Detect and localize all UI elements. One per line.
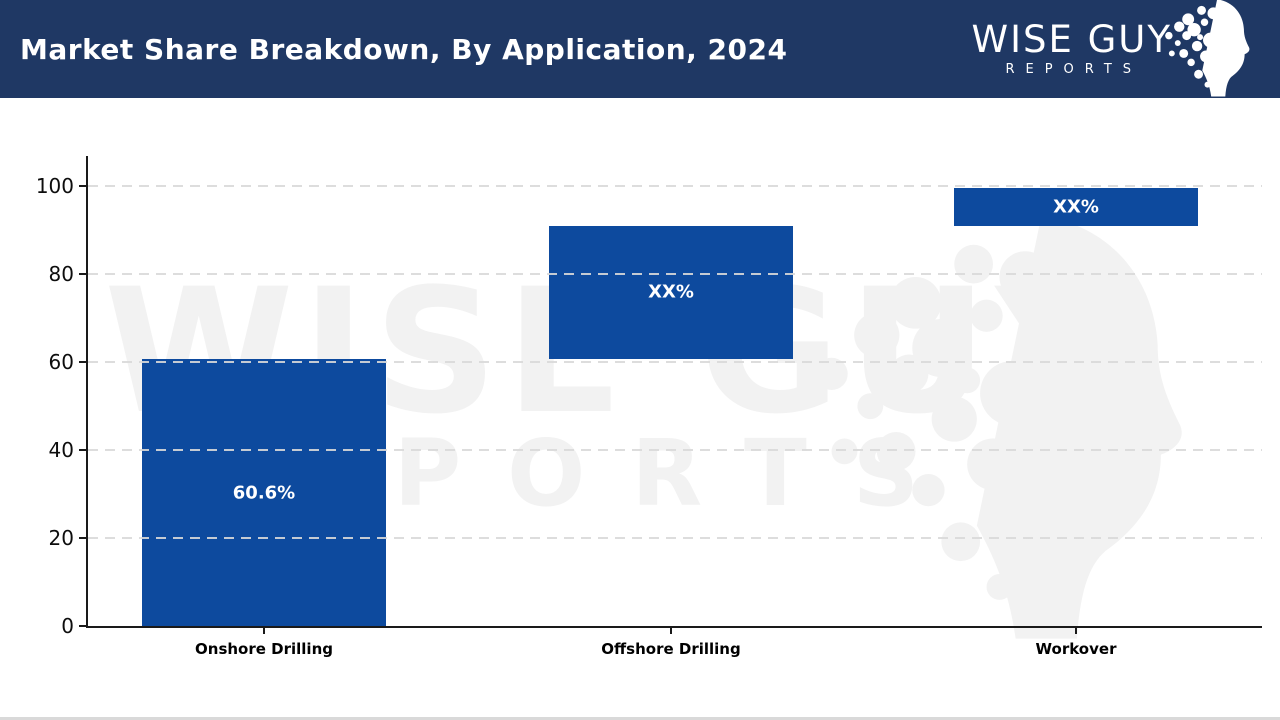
logo-subtitle: REPORTS bbox=[1005, 62, 1143, 77]
y-tick-mark bbox=[79, 185, 88, 187]
gridline-40 bbox=[88, 449, 1262, 451]
bar-segment bbox=[954, 188, 1198, 226]
y-tick-label: 0 bbox=[61, 614, 74, 638]
y-tick-label: 40 bbox=[48, 438, 74, 462]
y-axis-line bbox=[86, 156, 88, 628]
x-category-label: Workover bbox=[1035, 640, 1117, 658]
bar-segment bbox=[142, 359, 386, 626]
y-tick-label: 100 bbox=[35, 174, 74, 198]
y-tick-mark bbox=[79, 273, 88, 275]
x-axis-line bbox=[86, 626, 1262, 628]
dotted-head-icon bbox=[1165, 0, 1250, 97]
y-tick-mark bbox=[79, 537, 88, 539]
wise-guy-logo: WISE GUY REPORTS bbox=[972, 0, 1280, 101]
gridline-100 bbox=[88, 185, 1262, 187]
gridline-20 bbox=[88, 537, 1262, 539]
bottom-divider bbox=[0, 717, 1280, 720]
x-category-label: Offshore Drilling bbox=[601, 640, 741, 658]
gridline-60 bbox=[88, 361, 1262, 363]
x-category-label: Onshore Drilling bbox=[195, 640, 333, 658]
x-tick-mark bbox=[670, 626, 672, 634]
x-tick-mark bbox=[1075, 626, 1077, 634]
gridline-80 bbox=[88, 273, 1262, 275]
bar-value-label: XX% bbox=[1053, 196, 1099, 218]
y-tick-mark bbox=[79, 449, 88, 451]
y-tick-mark bbox=[79, 625, 88, 627]
logo-wordmark: WISE GUY bbox=[971, 18, 1172, 61]
y-tick-label: 80 bbox=[48, 262, 74, 286]
header-band: Market Share Breakdown, By Application, … bbox=[0, 0, 1280, 98]
y-tick-mark bbox=[79, 361, 88, 363]
bar-value-label: 60.6% bbox=[232, 482, 296, 504]
x-tick-mark bbox=[263, 626, 265, 634]
y-tick-label: 20 bbox=[48, 526, 74, 550]
bar-value-label: XX% bbox=[648, 281, 694, 303]
chart-area: WISE GUY REPORTS 02040608010060.6%Onshor… bbox=[0, 98, 1280, 717]
logo-text: WISE GUY REPORTS bbox=[972, 21, 1172, 77]
y-tick-label: 60 bbox=[48, 350, 74, 374]
page-title: Market Share Breakdown, By Application, … bbox=[20, 32, 788, 66]
bar-segment bbox=[549, 225, 793, 360]
